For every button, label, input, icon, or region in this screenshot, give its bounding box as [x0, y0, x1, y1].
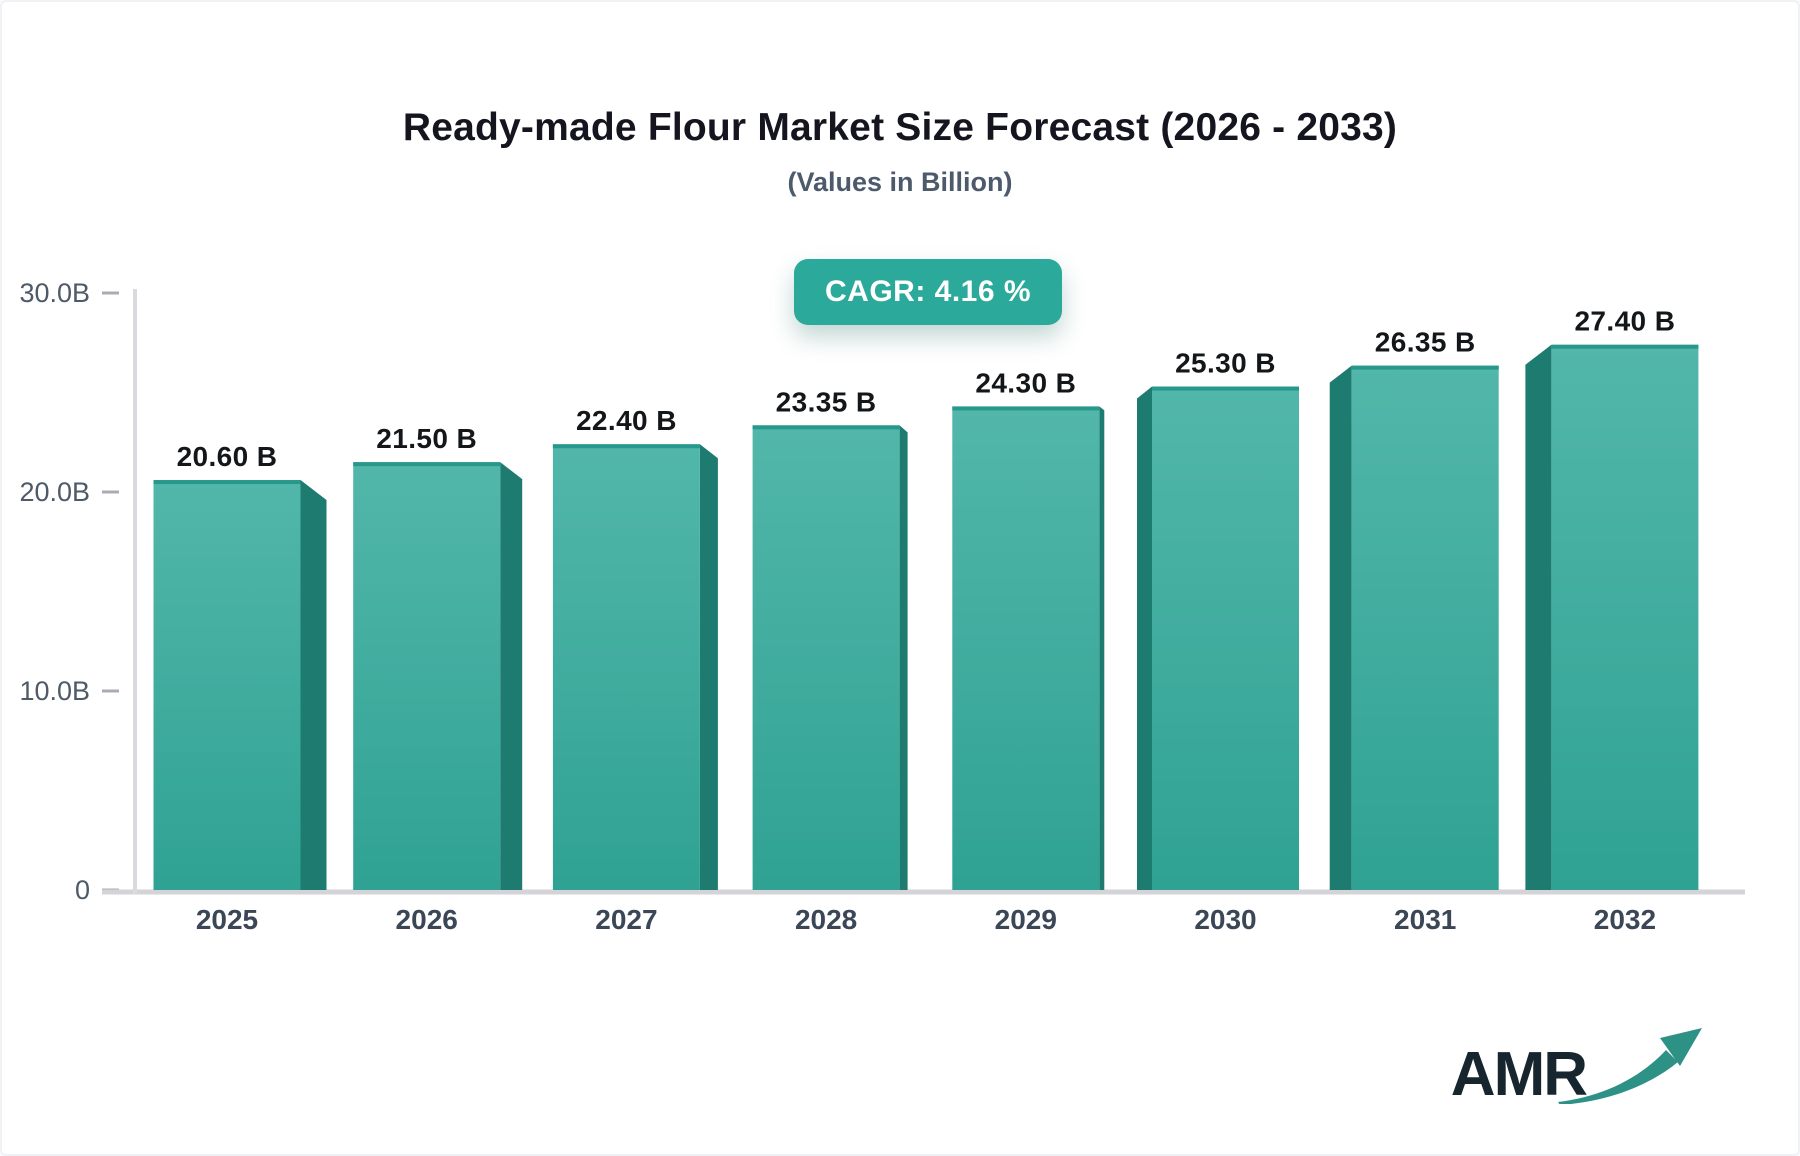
cagr-badge: CAGR: 4.16 % [794, 259, 1063, 325]
bar-side-face [1329, 365, 1352, 890]
bar-2031 [1351, 365, 1499, 890]
bar-top-edge [1152, 386, 1299, 391]
bar-value-label: 21.50 B [376, 423, 477, 454]
x-tick-label: 2028 [795, 904, 857, 935]
bar-side-face [300, 480, 327, 890]
bar-top-edge [952, 406, 1100, 411]
bar-value-label: 27.40 B [1574, 306, 1675, 337]
x-tick-label: 2031 [1394, 904, 1456, 935]
bar-side-face [1525, 344, 1552, 890]
x-tick-label: 2030 [1194, 904, 1256, 935]
y-tick-label: 20.0B [19, 477, 90, 507]
bar-top-edge [153, 480, 301, 485]
x-tick-label: 2027 [595, 904, 657, 935]
bar-side-face [500, 462, 523, 890]
bar-2029 [952, 406, 1100, 890]
bar-top-edge [552, 444, 700, 449]
y-tick-label: 10.0B [19, 676, 90, 706]
bar-2027 [552, 444, 700, 890]
bar-2026 [353, 462, 501, 890]
growth-arrow-icon [1558, 1028, 1702, 1104]
bar-side-face [699, 444, 718, 890]
bar-value-label: 20.60 B [177, 441, 278, 472]
x-tick-label: 2026 [396, 904, 458, 935]
bar-top-edge [752, 425, 900, 430]
bar-2025 [153, 480, 301, 890]
bar-value-label: 24.30 B [975, 367, 1076, 398]
x-tick-label: 2029 [995, 904, 1057, 935]
x-tick-label: 2032 [1594, 904, 1656, 935]
bar-side-face [1137, 386, 1152, 890]
bar-value-label: 23.35 B [776, 386, 877, 417]
bar-top-edge [1351, 365, 1499, 370]
y-tick-label: 30.0B [19, 278, 90, 308]
bar-side-face [1099, 406, 1105, 890]
bar-value-label: 26.35 B [1375, 327, 1476, 358]
bar-value-label: 22.40 B [576, 405, 677, 436]
bar-2028 [752, 425, 900, 890]
bar-2032 [1551, 344, 1699, 890]
bar-top-edge [1551, 344, 1699, 349]
y-tick-label: 0 [75, 875, 90, 905]
brand-logo-text: AMR [1450, 1040, 1588, 1109]
bar-value-label: 25.30 B [1175, 348, 1276, 379]
bar-2030 [1152, 386, 1299, 890]
brand-logo: AMR [1451, 1024, 1706, 1106]
x-tick-label: 2025 [196, 904, 258, 935]
bar-side-face [899, 425, 908, 890]
bar-top-edge [353, 462, 501, 467]
